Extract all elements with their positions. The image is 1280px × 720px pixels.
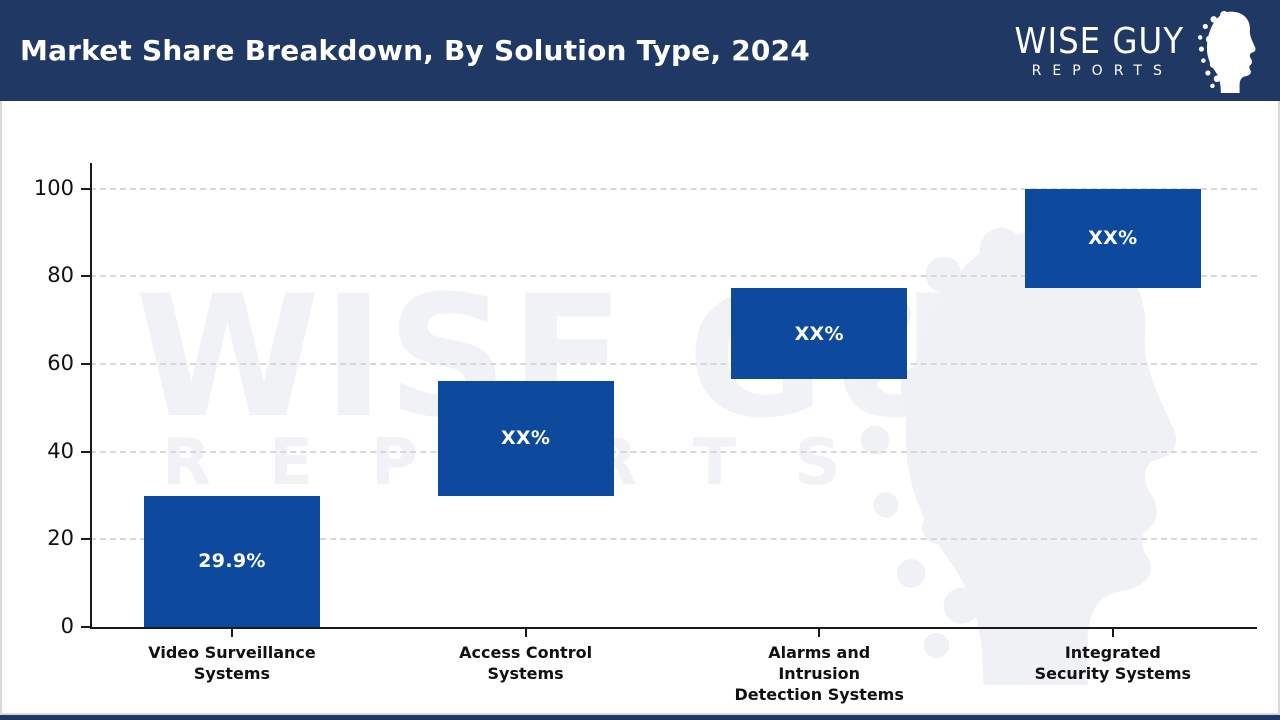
y-tickmark-60 [81, 362, 90, 365]
y-tickmark-0 [81, 626, 90, 628]
brand-logo: WISE GUY REPORTS [1015, 9, 1262, 93]
category-label-2: Access Control Systems [459, 643, 593, 684]
brand-subtitle: REPORTS [1031, 62, 1173, 79]
bar-value-label: XX% [1088, 227, 1138, 250]
x-tickmark-4 [1111, 628, 1114, 637]
brand-wordmark: WISE GUY REPORTS [1014, 20, 1184, 79]
y-tick-label-40: 40 [47, 438, 74, 463]
bar-value-label: XX% [794, 322, 844, 345]
category-label-4: Integrated Security Systems [1034, 643, 1192, 684]
page-title: Market Share Breakdown, By Solution Type… [20, 34, 810, 67]
y-axis-line [90, 163, 92, 629]
y-tick-label-0: 0 [60, 614, 74, 638]
brand-head-icon [1197, 10, 1256, 93]
gridline-80 [90, 275, 1257, 278]
gridline-100 [90, 187, 1257, 190]
y-tick-label-20: 20 [47, 526, 74, 551]
y-tickmark-100 [81, 187, 90, 190]
gridline-20 [90, 538, 1257, 541]
bar-1: 29.9% [144, 495, 320, 627]
gridline-60 [90, 362, 1257, 365]
bar-3: XX% [731, 288, 908, 380]
y-tick-label-60: 60 [47, 350, 74, 375]
y-tickmark-80 [81, 275, 90, 278]
bar-value-label: 29.9% [198, 550, 266, 573]
y-tick-label-80: 80 [47, 263, 74, 288]
x-tickmark-2 [524, 628, 527, 637]
category-label-3: Alarms and Intrusion Detection Systems [734, 643, 904, 705]
bar-value-label: XX% [500, 427, 551, 450]
y-tick-label-100: 100 [33, 175, 74, 200]
header: Market Share Breakdown, By Solution Type… [0, 0, 1280, 101]
x-tickmark-3 [818, 628, 821, 637]
bar-4: XX% [1024, 188, 1201, 289]
footer-bar [0, 715, 1280, 720]
bar-2: XX% [437, 380, 614, 496]
bottom-divider [0, 713, 1280, 715]
category-label-1: Video Surveillance Systems [148, 643, 316, 684]
gridline-40 [90, 450, 1257, 453]
y-tickmark-20 [81, 538, 90, 541]
waterfall-chart: WISE GUY REPORTS 02040608010029.9%Video … [0, 101, 1280, 713]
brand-name: WISE GUY [1014, 20, 1184, 62]
y-tickmark-40 [81, 450, 90, 453]
x-axis-line [90, 627, 1257, 629]
x-tickmark-1 [231, 628, 233, 637]
